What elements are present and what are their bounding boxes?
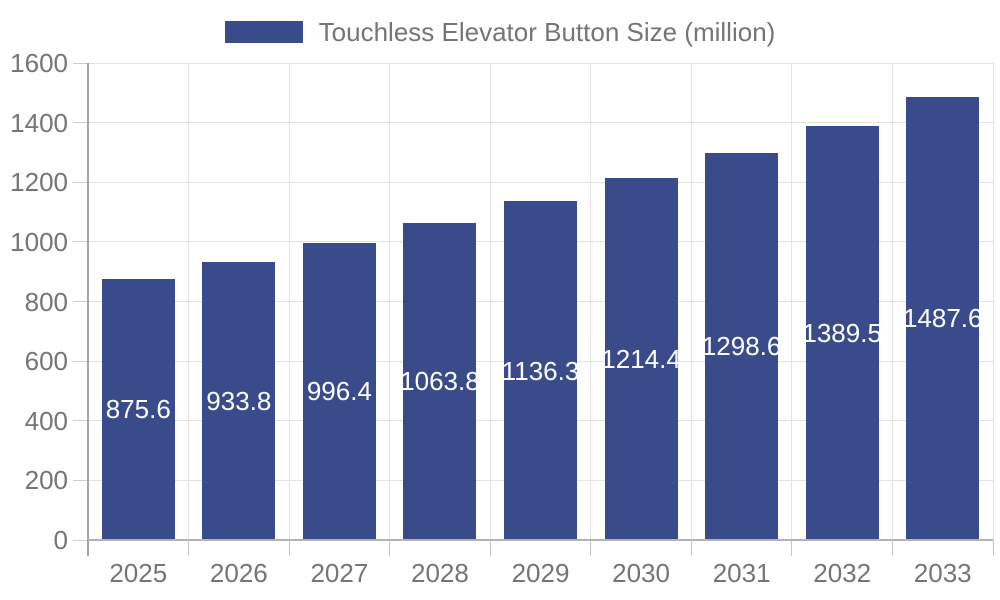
x-axis-tick	[188, 540, 190, 556]
bar-2025	[101, 278, 175, 540]
gridline-vertical	[288, 63, 290, 540]
gridline-vertical	[188, 63, 190, 540]
y-axis-label: 400	[24, 405, 68, 436]
x-axis-tick	[489, 540, 491, 556]
y-axis-tick	[73, 122, 88, 124]
x-axis-label: 2030	[612, 558, 670, 588]
legend: Touchless Elevator Button Size (million)	[0, 18, 1000, 46]
x-axis-tick	[389, 540, 391, 556]
gridline-vertical	[791, 63, 793, 540]
y-axis-label: 600	[24, 346, 68, 377]
x-axis-label: 2028	[411, 558, 469, 588]
y-axis-tick	[73, 539, 88, 541]
gridline-vertical	[690, 63, 692, 540]
bar-2032	[805, 125, 879, 540]
bar-2029	[504, 201, 577, 540]
bar-2033	[906, 96, 980, 540]
gridline-horizontal	[88, 122, 993, 124]
y-axis-tick	[73, 301, 88, 302]
y-axis-tick	[73, 62, 88, 64]
x-axis-label: 2029	[511, 558, 570, 588]
gridline-vertical	[992, 63, 994, 540]
y-axis-label: 1400	[10, 107, 68, 138]
x-axis-tick	[791, 540, 793, 556]
x-axis-label: 2031	[712, 558, 771, 588]
x-axis-tick	[690, 540, 692, 556]
bar-value-label: 1063.8	[400, 366, 480, 397]
y-axis-line	[87, 63, 89, 556]
y-axis-tick	[73, 241, 88, 243]
legend-label: Touchless Elevator Button Size (million)	[318, 17, 776, 47]
y-axis-label: 1600	[10, 48, 68, 78]
x-axis-label: 2025	[109, 558, 168, 588]
bar-value-label: 933.8	[206, 385, 272, 416]
y-axis-label: 1000	[10, 226, 68, 257]
x-axis-line	[88, 539, 993, 541]
gridline-vertical	[489, 63, 491, 540]
bar-2030	[604, 177, 678, 540]
bar-value-label: 875.6	[105, 394, 171, 425]
gridline-horizontal	[88, 62, 993, 64]
legend-item[interactable]: Touchless Elevator Button Size (million)	[224, 17, 776, 47]
y-axis-tick	[73, 360, 88, 362]
bar-2026	[202, 261, 276, 540]
y-axis-label: 1200	[10, 167, 68, 198]
y-axis-tick	[73, 181, 88, 183]
y-axis-label: 200	[24, 465, 68, 496]
bar-2031	[705, 152, 779, 540]
x-axis-tick	[992, 540, 994, 556]
gridline-vertical	[590, 63, 592, 540]
bar-value-label: 1136.3	[501, 355, 580, 386]
bar-2028	[403, 222, 477, 540]
y-axis-tick	[73, 479, 88, 481]
bar-value-label: 996.4	[306, 376, 372, 407]
legend-swatch	[224, 21, 303, 43]
bar-value-label: 1214.4	[601, 343, 681, 374]
y-axis-label: 0	[53, 525, 68, 555]
gridline-vertical	[389, 63, 391, 540]
gridline-horizontal	[88, 181, 993, 183]
x-axis-tick	[891, 540, 893, 556]
x-axis-label: 2026	[209, 558, 268, 588]
y-axis-label: 800	[24, 286, 68, 317]
bar-value-label: 1487.6	[902, 303, 983, 334]
x-axis-label: 2032	[813, 558, 872, 588]
bar-value-label: 1298.6	[701, 331, 782, 362]
gridline-vertical	[891, 63, 893, 540]
bar-2027	[302, 242, 376, 540]
x-axis-label: 2033	[913, 558, 972, 588]
x-axis-tick	[288, 540, 290, 556]
x-axis-tick	[590, 540, 592, 556]
bar-value-label: 1389.5	[802, 317, 882, 348]
x-axis-label: 2027	[310, 558, 369, 588]
y-axis-tick	[73, 420, 88, 422]
